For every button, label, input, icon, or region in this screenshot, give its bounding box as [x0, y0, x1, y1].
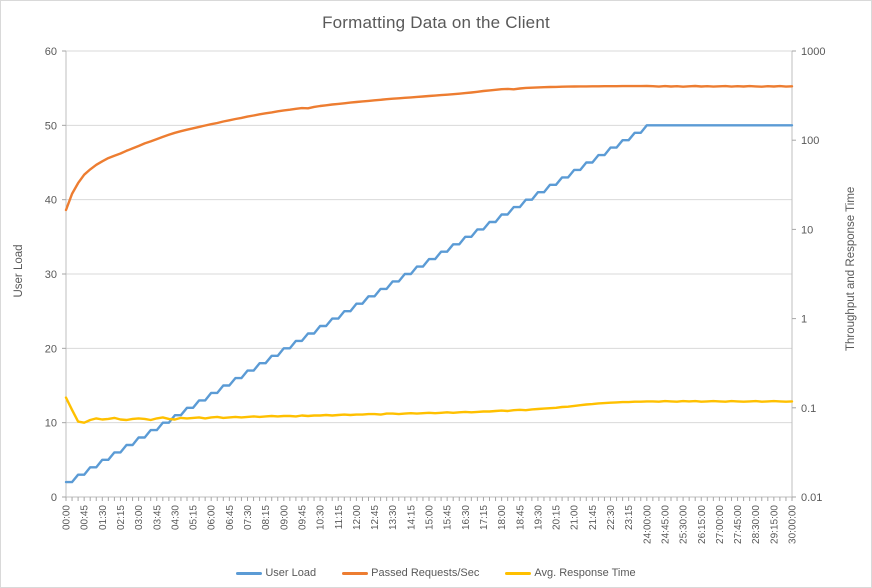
legend-item-passed-requests-sec: Passed Requests/Sec: [342, 567, 479, 579]
x-axis-tick-label: 04:30: [170, 505, 181, 530]
x-axis-tick-label: 16:30: [461, 505, 472, 530]
x-axis-tick-label: 15:45: [443, 505, 454, 530]
series-user-load: [64, 124, 794, 484]
right-axis-tick-label: 100: [801, 135, 819, 147]
x-axis-tick-label: 13:30: [388, 505, 399, 530]
x-axis-tick-label: 22:30: [606, 505, 617, 530]
left-axis-tick-label: 60: [45, 46, 57, 58]
x-axis-tick-label: 27:45:00: [733, 505, 744, 544]
x-axis-tick-label: 30:00:00: [788, 505, 799, 544]
x-axis-tick-label: 24:45:00: [660, 505, 671, 544]
x-axis-tick-label: 25:30:00: [679, 505, 690, 544]
x-axis-tick-label: 01:30: [98, 505, 109, 530]
legend-line-swatch: [342, 571, 369, 575]
x-axis-tick-label: 00:45: [80, 505, 91, 530]
x-axis-tick-label: 18:45: [515, 505, 526, 530]
x-axis-tick-label: 26:15:00: [697, 505, 708, 544]
chart-legend: User Load Passed Requests/Sec Avg. Respons…: [1, 567, 871, 579]
legend-label: Avg. Response Time: [534, 567, 636, 579]
right-axis-tick-label: 0.1: [801, 403, 816, 415]
x-axis-tick-label: 03:00: [134, 505, 145, 530]
left-axis-tick-label: 20: [45, 343, 57, 355]
x-axis-tick-label: 06:00: [207, 505, 218, 530]
x-axis-tick-label: 08:15: [261, 505, 272, 530]
legend-item-user-load: User Load: [236, 567, 316, 579]
x-axis-tick-label: 27:00:00: [715, 505, 726, 544]
x-axis-tick-label: 09:00: [279, 505, 290, 530]
left-axis-tick-label: 50: [45, 120, 57, 132]
x-axis-tick-label: 18:00: [497, 505, 508, 530]
x-axis-tick-label: 21:45: [588, 505, 599, 530]
x-axis-tick-label: 14:15: [406, 505, 417, 530]
x-axis-tick-label: 15:00: [425, 505, 436, 530]
legend-line-swatch: [505, 571, 532, 575]
right-axis-tick-label: 1: [801, 314, 807, 326]
x-axis-tick-label: 00:00: [62, 505, 73, 530]
x-axis-tick-label: 24:00:00: [642, 505, 653, 544]
series-avg-response-time: [64, 396, 794, 424]
x-axis-tick-label: 07:30: [243, 505, 254, 530]
x-axis-tick-label: 05:15: [189, 505, 200, 530]
legend-item-avg-response-time: Avg. Response Time: [505, 567, 636, 579]
right-axis-tick-label: 1000: [801, 46, 825, 58]
x-axis-tick-label: 12:45: [370, 505, 381, 530]
left-axis-tick-label: 40: [45, 195, 57, 207]
x-axis-tick-label: 06:45: [225, 505, 236, 530]
x-axis-tick-label: 09:45: [297, 505, 308, 530]
x-axis-tick-label: 28:30:00: [751, 505, 762, 544]
legend-line-swatch: [236, 571, 263, 575]
series-passed-requests-sec: [64, 84, 794, 212]
x-axis-tick-label: 20:15: [552, 505, 563, 530]
left-axis-tick-label: 30: [45, 269, 57, 281]
chart-title: Formatting Data on the Client: [322, 13, 550, 32]
right-axis-tick-label: 10: [801, 224, 813, 236]
legend-label: Passed Requests/Sec: [371, 567, 480, 579]
left-axis-tick-label: 0: [51, 492, 57, 504]
right-axis-tick-label: 0.01: [801, 492, 822, 504]
x-axis-tick-label: 21:00: [570, 505, 581, 530]
x-axis-tick-label: 29:15:00: [769, 505, 780, 544]
left-axis-tick-label: 10: [45, 418, 57, 430]
legend-label: User Load: [265, 567, 317, 579]
x-axis-tick-label: 02:15: [116, 505, 127, 530]
x-axis-tick-label: 10:30: [316, 505, 327, 530]
x-axis-tick-label: 11:15: [334, 505, 345, 530]
x-axis-tick-label: 17:15: [479, 505, 490, 530]
x-axis-tick-label: 19:30: [533, 505, 544, 530]
x-axis-tick-label: 23:15: [624, 505, 635, 530]
x-axis-tick-label: 12:00: [352, 505, 363, 530]
x-axis-tick-label: 03:45: [152, 505, 163, 530]
